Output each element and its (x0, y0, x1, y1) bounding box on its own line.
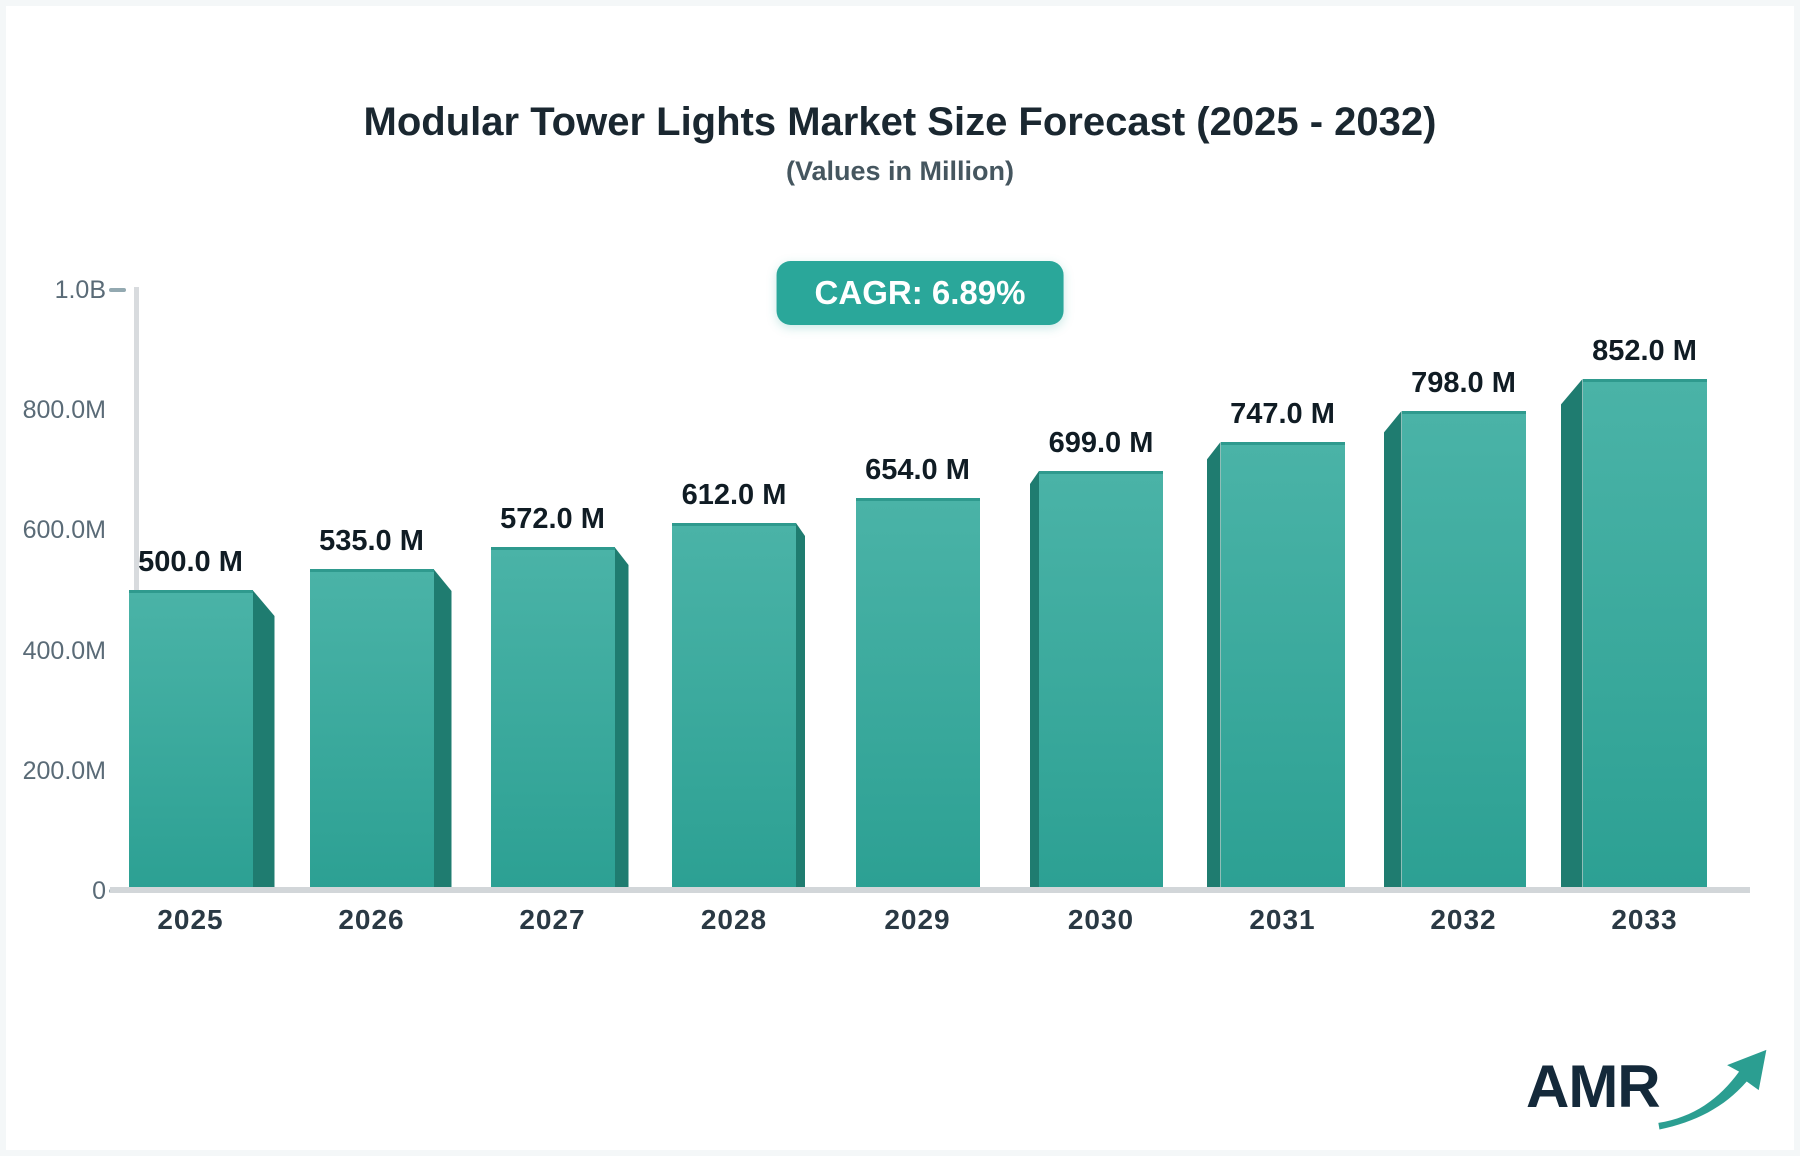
bar-2032 (1401, 411, 1526, 891)
bar-side-face (433, 569, 452, 891)
bar-2031 (1220, 442, 1345, 891)
bar-side-face (1383, 411, 1402, 891)
x-axis-baseline (110, 887, 1750, 893)
chart-stage: Modular Tower Lights Market Size Forecas… (6, 6, 1794, 1150)
bar-value-label: 500.0 M (138, 546, 243, 578)
y-tick-label: 800.0M (22, 396, 106, 425)
chart-subtitle: (Values in Million) (785, 156, 1015, 186)
x-tick-label: 2031 (1249, 904, 1316, 935)
cagr-badge: CAGR: 6.89% (776, 261, 1064, 325)
y-tick-label: 0 (92, 877, 106, 905)
bar-side-face (252, 590, 275, 891)
x-tick-label: 2033 (1611, 904, 1678, 935)
bar-2033 (1582, 379, 1707, 891)
x-tick-label: 2027 (519, 904, 586, 935)
bar-2028 (672, 523, 796, 891)
bar-side-face (614, 547, 629, 891)
x-tick-label: 2025 (157, 904, 224, 935)
amr-logo: AMR (1526, 1044, 1767, 1134)
x-tick-label: 2026 (338, 904, 405, 935)
y-tick-label: 1.0B (54, 276, 106, 304)
amr-logo-text: AMR (1526, 1053, 1661, 1120)
bar-side-face (1206, 442, 1221, 891)
x-tick-label: 2029 (884, 904, 951, 935)
bar-value-label: 612.0 M (681, 479, 787, 511)
x-tick-label: 2028 (700, 904, 768, 935)
bar-side-face (1560, 379, 1583, 891)
y-tick-label: 400.0M (22, 636, 106, 665)
bar-value-label: 535.0 M (319, 525, 424, 557)
bar-value-label: 699.0 M (1048, 427, 1154, 459)
bar-side-face (1030, 471, 1039, 891)
bar-value-label: 798.0 M (1411, 367, 1516, 399)
chart-title: Modular Tower Lights Market Size Forecas… (363, 100, 1437, 144)
bar-2025 (128, 590, 253, 891)
bar-value-label: 654.0 M (865, 454, 970, 486)
chart-card: Modular Tower Lights Market Size Forecas… (6, 6, 1794, 1150)
bar-2030 (1039, 471, 1163, 891)
bar-2027 (490, 547, 615, 891)
bar-value-label: 747.0 M (1230, 398, 1335, 430)
x-tick-label: 2032 (1430, 904, 1497, 935)
y-tick-label: 200.0M (22, 756, 106, 785)
x-tick-label: 2030 (1067, 904, 1135, 935)
y-tick-dash (109, 288, 126, 292)
bar-value-label: 572.0 M (500, 503, 605, 535)
y-tick-label: 600.0M (22, 516, 106, 545)
bar-2026 (309, 569, 434, 891)
bar-side-face (796, 523, 805, 891)
bar-2029 (855, 498, 980, 891)
bar-value-label: 852.0 M (1592, 335, 1697, 367)
growth-arrow-icon (1654, 1044, 1774, 1137)
